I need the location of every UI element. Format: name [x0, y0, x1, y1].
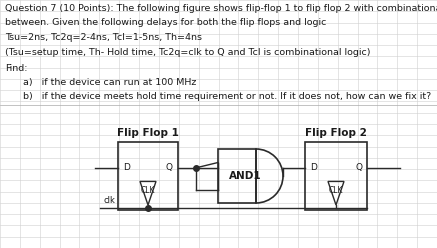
- Text: Q: Q: [166, 163, 173, 172]
- Text: Find:: Find:: [5, 64, 28, 73]
- Text: a)   if the device can run at 100 MHz: a) if the device can run at 100 MHz: [23, 78, 196, 87]
- Text: D: D: [310, 163, 317, 172]
- Bar: [118, 142, 178, 210]
- Text: Question 7 (10 Points): The following figure shows flip-flop 1 to flip flop 2 wi: Question 7 (10 Points): The following fi…: [5, 4, 437, 13]
- Text: Flip Flop 2: Flip Flop 2: [305, 128, 367, 138]
- Bar: [305, 142, 367, 210]
- Text: D: D: [123, 163, 130, 172]
- Text: b)   if the device meets hold time requirement or not. If it does not, how can w: b) if the device meets hold time require…: [23, 92, 431, 101]
- Text: CLK: CLK: [329, 186, 343, 195]
- Text: CLK: CLK: [141, 186, 155, 195]
- Text: Flip Flop 1: Flip Flop 1: [117, 128, 179, 138]
- Text: Tsu=2ns, Tc2q=2-4ns, Tcl=1-5ns, Th=4ns: Tsu=2ns, Tc2q=2-4ns, Tcl=1-5ns, Th=4ns: [5, 33, 202, 42]
- Text: between. Given the following delays for both the flip flops and logic: between. Given the following delays for …: [5, 18, 326, 27]
- Text: AND1: AND1: [229, 171, 261, 181]
- Text: clk: clk: [103, 196, 115, 205]
- Text: Q: Q: [355, 163, 362, 172]
- Text: (Tsu=setup time, Th- Hold time, Tc2q=clk to Q and Tcl is combinational logic): (Tsu=setup time, Th- Hold time, Tc2q=clk…: [5, 48, 371, 57]
- Bar: [218, 149, 256, 203]
